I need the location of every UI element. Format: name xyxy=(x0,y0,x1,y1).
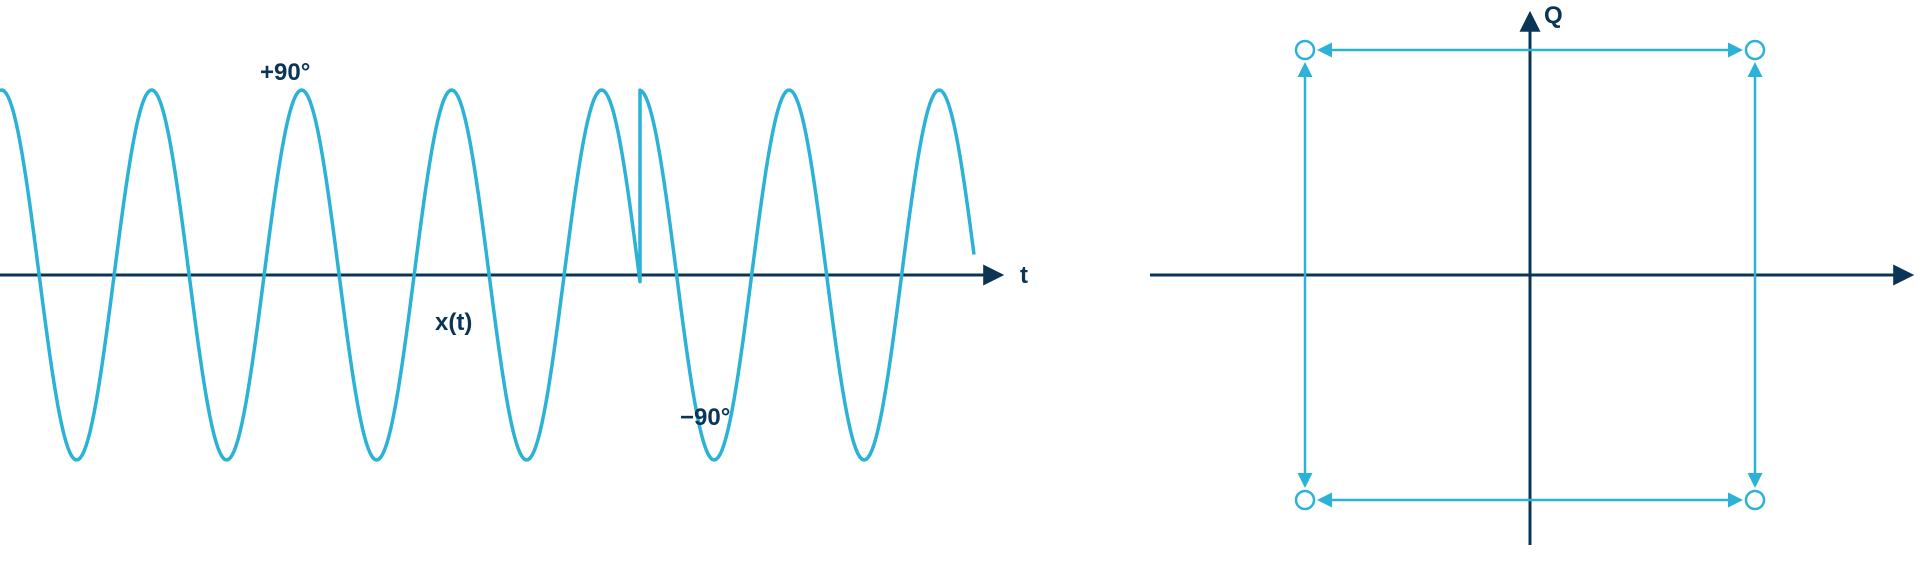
waveform-plot: +90° −90° x(t) t xyxy=(0,59,1028,460)
label-plus90: +90° xyxy=(260,59,310,86)
label-t-axis: t xyxy=(1020,262,1028,289)
iq-point-bl xyxy=(1296,491,1314,509)
iq-point-tr xyxy=(1746,41,1764,59)
iq-constellation: QI xyxy=(1150,2,1923,545)
label-minus90: −90° xyxy=(680,404,730,431)
iq-point-tl xyxy=(1296,41,1314,59)
label-signal: x(t) xyxy=(435,309,472,336)
label-q-axis: Q xyxy=(1544,2,1563,29)
iq-point-br xyxy=(1746,491,1764,509)
